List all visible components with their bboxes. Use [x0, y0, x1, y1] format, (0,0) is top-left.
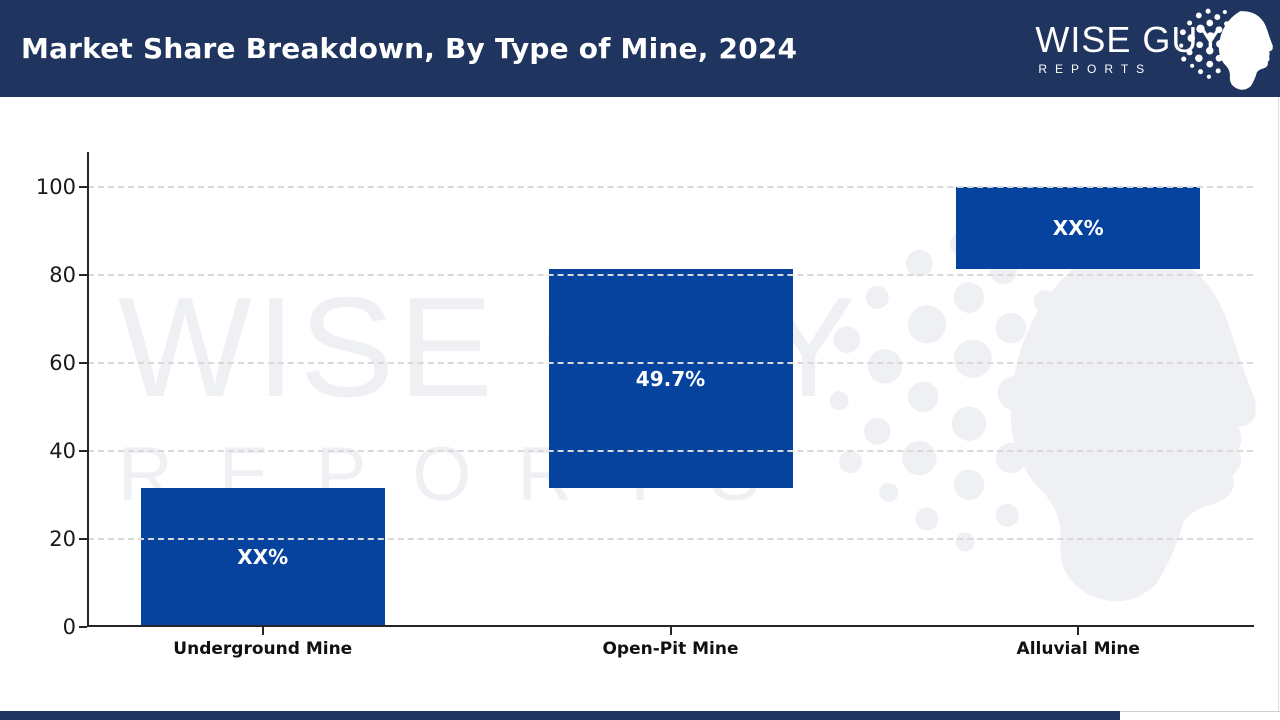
y-gridline: [88, 274, 1253, 276]
x-tick-label-alluvial: Alluvial Mine: [1016, 639, 1140, 659]
watermark-head-icon: [820, 225, 1259, 607]
x-tick-mark: [669, 627, 672, 635]
x-tick-label-underground: Underground Mine: [173, 639, 353, 659]
logo-subtitle: REPORTS: [1038, 62, 1153, 76]
logo-wordmark: WISE GUY: [1035, 19, 1224, 60]
bar-open-pit-mine: 49.7%: [548, 269, 793, 488]
y-gridline: [88, 450, 1253, 452]
bar-alluvial-mine: XX%: [956, 187, 1201, 270]
card-bottom-border: [1120, 711, 1280, 712]
y-tick-label: 0: [62, 615, 76, 639]
page-title: Market Share Breakdown, By Type of Mine,…: [21, 32, 798, 65]
bar-value-label: XX%: [1052, 216, 1104, 241]
header-bar: Market Share Breakdown, By Type of Mine,…: [0, 0, 1280, 97]
y-gridline: [88, 538, 1253, 540]
wiseguy-logo: WISE GUY REPORTS: [1035, 6, 1274, 92]
plot-area: WISE GUY REPORTS XX% 49.7% XX% Undergrou…: [0, 97, 1280, 712]
footer-accent-bar: [0, 711, 1120, 720]
y-tick-mark: [79, 626, 87, 628]
x-tick-label-open-pit: Open-Pit Mine: [602, 639, 739, 659]
logo-text: WISE GUY REPORTS: [1035, 19, 1224, 77]
bar-underground-mine: XX%: [140, 487, 385, 627]
y-tick-mark: [79, 450, 87, 452]
y-tick-mark: [79, 538, 87, 540]
y-tick-label: 20: [49, 527, 76, 551]
bar-value-label: 49.7%: [635, 366, 706, 391]
y-tick-label: 60: [49, 351, 76, 375]
y-tick-mark: [79, 186, 87, 188]
x-tick-mark: [1077, 627, 1080, 635]
y-tick-label: 100: [35, 175, 76, 199]
y-axis-spine: [87, 152, 89, 627]
card-right-border: [1278, 97, 1279, 711]
y-tick-label: 80: [49, 263, 76, 287]
x-axis-spine: [87, 625, 1254, 627]
y-gridline: [88, 362, 1253, 364]
y-gridline: [88, 186, 1253, 188]
y-tick-label: 40: [49, 439, 76, 463]
y-tick-mark: [79, 274, 87, 276]
x-tick-mark: [261, 627, 264, 635]
bar-value-label: XX%: [237, 545, 289, 570]
y-tick-mark: [79, 362, 87, 364]
